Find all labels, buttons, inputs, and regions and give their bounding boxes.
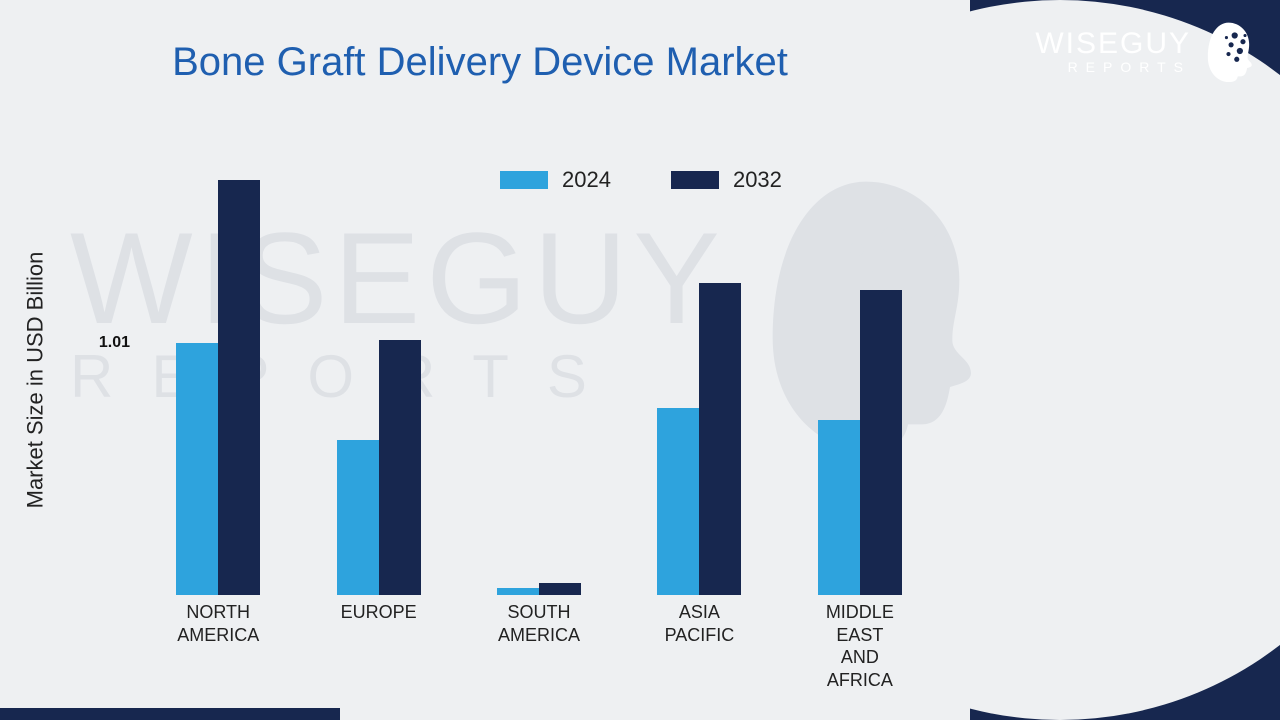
brand-logo: WISEGUY REPORTS bbox=[986, 20, 1256, 82]
x-axis-label: NORTH AMERICA bbox=[138, 601, 298, 691]
brand-head-icon bbox=[1201, 20, 1256, 82]
bar-pair bbox=[497, 583, 581, 596]
y-axis-label-wrap: Market Size in USD Billion bbox=[20, 165, 50, 595]
x-axis-label: MIDDLE EAST AND AFRICA bbox=[780, 601, 940, 691]
x-axis-label: SOUTH AMERICA bbox=[459, 601, 619, 691]
bar-group bbox=[780, 165, 940, 595]
bar-group bbox=[459, 165, 619, 595]
bar-pair bbox=[818, 290, 902, 595]
bar-groups bbox=[138, 165, 940, 595]
bar bbox=[218, 180, 260, 595]
bar bbox=[337, 440, 379, 595]
bar bbox=[539, 583, 581, 596]
stage: WISEGUY REPORTS WISEGUY REPORTS bbox=[0, 0, 1280, 720]
plot-area bbox=[138, 165, 940, 595]
x-axis-labels: NORTH AMERICAEUROPESOUTH AMERICAASIA PAC… bbox=[138, 601, 940, 691]
bar-group bbox=[138, 165, 298, 595]
x-axis-label: EUROPE bbox=[298, 601, 458, 691]
bar-group bbox=[619, 165, 779, 595]
bar bbox=[379, 340, 421, 595]
bar-pair bbox=[337, 340, 421, 595]
bar bbox=[497, 588, 539, 596]
x-axis-label: ASIA PACIFIC bbox=[619, 601, 779, 691]
y-axis-label: Market Size in USD Billion bbox=[22, 252, 48, 509]
bar bbox=[699, 283, 741, 596]
bar-pair bbox=[657, 283, 741, 596]
chart-title: Bone Graft Delivery Device Market bbox=[0, 40, 960, 85]
bar bbox=[176, 343, 218, 596]
brand-line1: WISEGUY bbox=[1035, 27, 1191, 61]
y-tick: 1.01 bbox=[80, 334, 130, 352]
bar-group bbox=[298, 165, 458, 595]
bar bbox=[860, 290, 902, 595]
brand-line2: REPORTS bbox=[1035, 59, 1191, 75]
bar-pair bbox=[176, 180, 260, 595]
grouped-bar-chart: Market Size in USD Billion 1.01 NORTH AM… bbox=[70, 165, 940, 595]
footer-accent-strip bbox=[0, 708, 340, 720]
bar bbox=[818, 420, 860, 595]
bar bbox=[657, 408, 699, 596]
y-axis-ticks: 1.01 bbox=[80, 165, 130, 595]
